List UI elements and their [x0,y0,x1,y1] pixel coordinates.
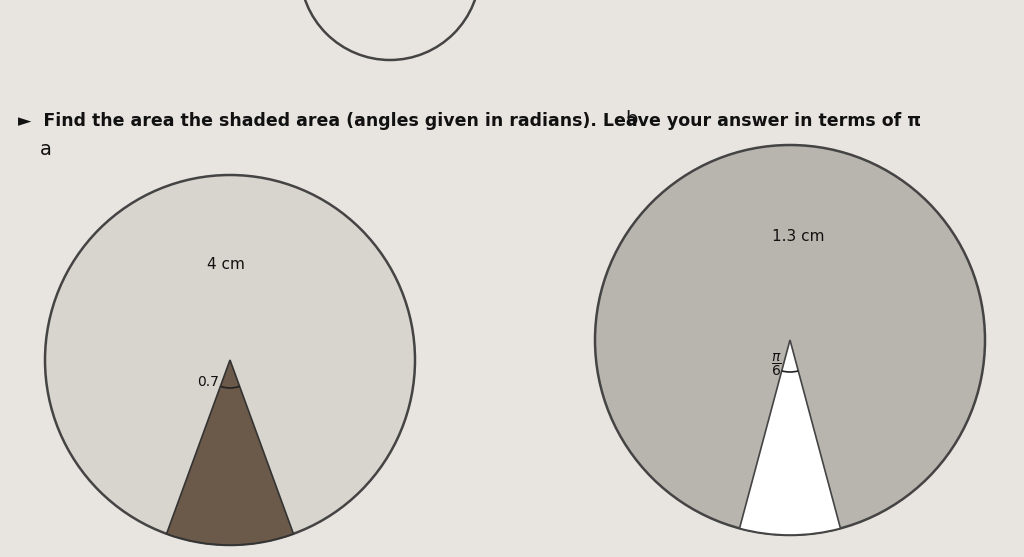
Wedge shape [739,340,841,535]
Text: a: a [40,140,52,159]
Text: 0.7: 0.7 [197,375,219,389]
Text: 4 cm: 4 cm [207,257,245,272]
Text: 1.3 cm: 1.3 cm [772,229,824,244]
Text: b: b [625,110,637,129]
Text: ►  Find the area the shaded area (angles given in radians). Leave your answer in: ► Find the area the shaded area (angles … [18,112,921,130]
Circle shape [595,145,985,535]
Text: $\dfrac{\pi}{6}$: $\dfrac{\pi}{6}$ [771,352,781,378]
Circle shape [45,175,415,545]
Wedge shape [167,360,294,545]
